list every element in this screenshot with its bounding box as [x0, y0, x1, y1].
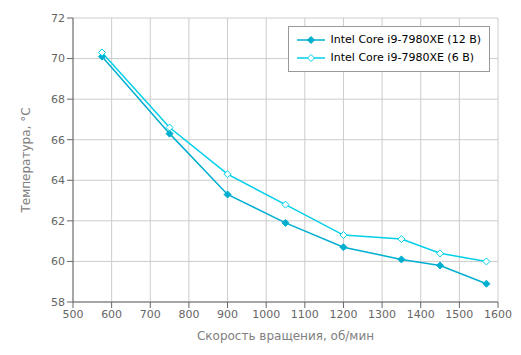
- svg-text:62: 62: [51, 215, 65, 228]
- svg-text:1200: 1200: [329, 308, 357, 321]
- svg-text:1600: 1600: [484, 308, 512, 321]
- svg-text:66: 66: [51, 134, 65, 147]
- svg-text:70: 70: [51, 52, 65, 65]
- svg-text:600: 600: [101, 308, 122, 321]
- svg-text:1500: 1500: [445, 308, 473, 321]
- svg-text:1100: 1100: [291, 308, 319, 321]
- html-text:Intel Core i9-7980XE (6 В): Intel Core i9-7980XE (6 В): [330, 51, 474, 64]
- svg-text:58: 58: [51, 296, 65, 309]
- svg-text:Скорость вращения, об/мин: Скорость вращения, об/мин: [197, 329, 374, 343]
- svg-text:700: 700: [140, 308, 161, 321]
- svg-text:64: 64: [51, 174, 65, 187]
- svg-text:Температура, °C: Температура, °C: [19, 107, 33, 213]
- svg-text:1300: 1300: [368, 308, 396, 321]
- svg-text:1400: 1400: [407, 308, 435, 321]
- svg-text:60: 60: [51, 255, 65, 268]
- svg-text:72: 72: [51, 12, 65, 25]
- svg-text:500: 500: [63, 308, 84, 321]
- html-text:Intel Core i9-7980XE (12 В): Intel Core i9-7980XE (12 В): [330, 33, 481, 46]
- svg-text:800: 800: [178, 308, 199, 321]
- svg-text:68: 68: [51, 93, 65, 106]
- svg-text:1000: 1000: [252, 308, 280, 321]
- svg-text:900: 900: [217, 308, 238, 321]
